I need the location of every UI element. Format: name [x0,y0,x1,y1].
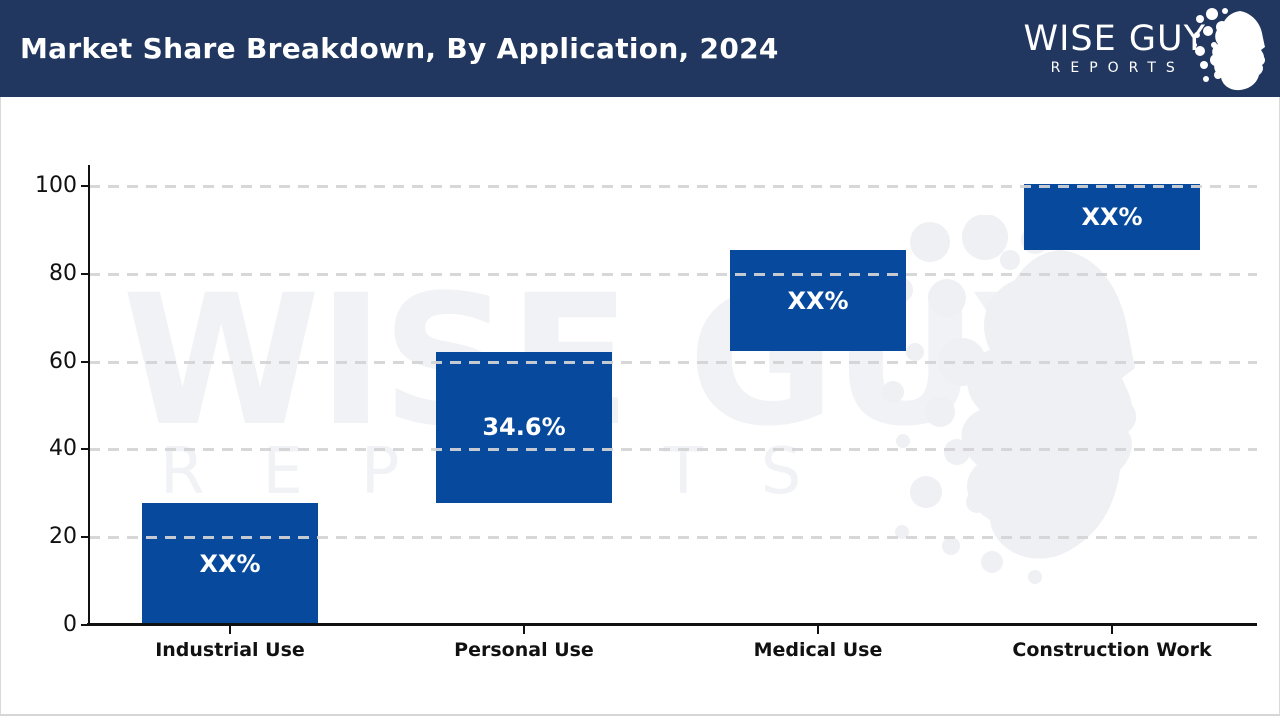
x-tick-mark [229,626,231,634]
y-tick-label: 100 [35,173,77,198]
bottom-divider [0,714,1280,716]
x-tick-mark [523,626,525,634]
logo-head-icon [1193,7,1266,90]
gridline [89,272,1257,276]
gridline [89,360,1257,364]
bar-value-label: XX% [787,286,849,315]
x-tick-label: Construction Work [1012,639,1212,661]
x-tick-mark [817,626,819,634]
bar [142,503,318,625]
bar [436,351,612,504]
x-axis [87,623,1257,626]
y-tick-mark [81,360,89,363]
y-tick-label: 40 [49,436,77,462]
y-tick-mark [81,185,89,187]
gridline [89,448,1257,452]
y-tick-mark [81,272,89,275]
gridline [89,536,1257,540]
bar [1024,183,1200,250]
gridline [89,185,1257,188]
x-tick-label: Industrial Use [155,639,305,661]
bar-value-label: XX% [199,550,261,579]
logo-text: WISE GUY REPORTS [1023,19,1206,76]
y-tick-mark [81,624,89,626]
x-tick-label: Personal Use [454,639,594,661]
bar [730,249,906,352]
logo-subtitle: REPORTS [1050,60,1185,76]
watermark-head-icon [882,215,1137,584]
y-axis [88,165,90,626]
page-title: Market Share Breakdown, By Application, … [20,32,779,65]
y-tick-label: 60 [49,348,77,374]
bar-value-label: 34.6% [482,413,566,442]
y-tick-label: 80 [49,260,77,286]
y-tick-mark [81,536,89,539]
header-bar: Market Share Breakdown, By Application, … [0,0,1280,97]
logo-name: WISE GUY [1023,19,1206,59]
x-tick-label: Medical Use [753,639,883,661]
wise-guy-logo: WISE GUY REPORTS [1023,5,1270,93]
y-tick-mark [81,448,89,451]
y-tick-label: 0 [63,612,77,637]
bar-value-label: XX% [1081,202,1143,231]
y-tick-label: 20 [49,524,77,550]
x-tick-mark [1111,626,1113,634]
